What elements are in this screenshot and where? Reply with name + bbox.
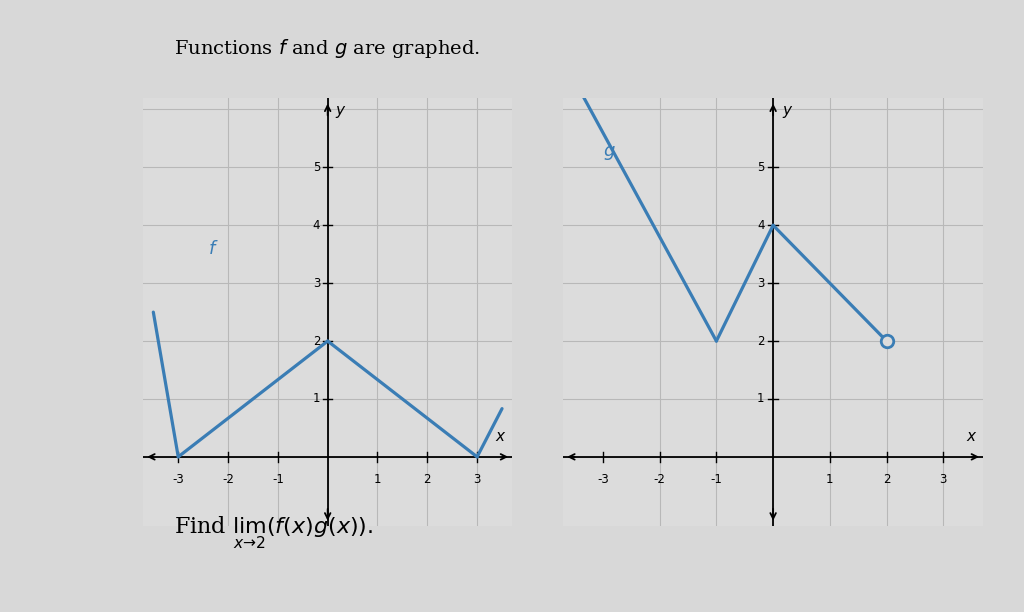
Text: 3: 3 (473, 473, 481, 486)
Text: $x$: $x$ (496, 429, 507, 444)
Text: 3: 3 (757, 277, 765, 289)
Text: 1: 1 (826, 473, 834, 486)
Text: 5: 5 (757, 161, 765, 174)
Text: 1: 1 (757, 392, 765, 406)
Text: 3: 3 (313, 277, 321, 289)
Text: 4: 4 (312, 218, 321, 232)
Text: 4: 4 (757, 218, 765, 232)
Text: $y$: $y$ (781, 103, 794, 120)
Text: -1: -1 (711, 473, 722, 486)
Text: Functions $f$ and $g$ are graphed.: Functions $f$ and $g$ are graphed. (174, 37, 480, 60)
Text: -3: -3 (172, 473, 184, 486)
Text: -3: -3 (597, 473, 609, 486)
Text: 1: 1 (374, 473, 381, 486)
Text: -2: -2 (222, 473, 234, 486)
Text: $g$: $g$ (603, 144, 615, 162)
Text: 1: 1 (312, 392, 321, 406)
Text: $x$: $x$ (966, 429, 977, 444)
Text: 5: 5 (313, 161, 321, 174)
Text: Find $\lim_{x\to 2}\left(f(x)g(x)\right).$: Find $\lim_{x\to 2}\left(f(x)g(x)\right)… (174, 515, 374, 551)
Text: 2: 2 (757, 335, 765, 348)
Text: -2: -2 (653, 473, 666, 486)
Text: -1: -1 (272, 473, 284, 486)
Text: 3: 3 (940, 473, 947, 486)
Text: 2: 2 (424, 473, 431, 486)
Text: $f$: $f$ (208, 241, 219, 258)
Text: $y$: $y$ (335, 103, 347, 120)
Text: 2: 2 (883, 473, 890, 486)
Text: 2: 2 (312, 335, 321, 348)
